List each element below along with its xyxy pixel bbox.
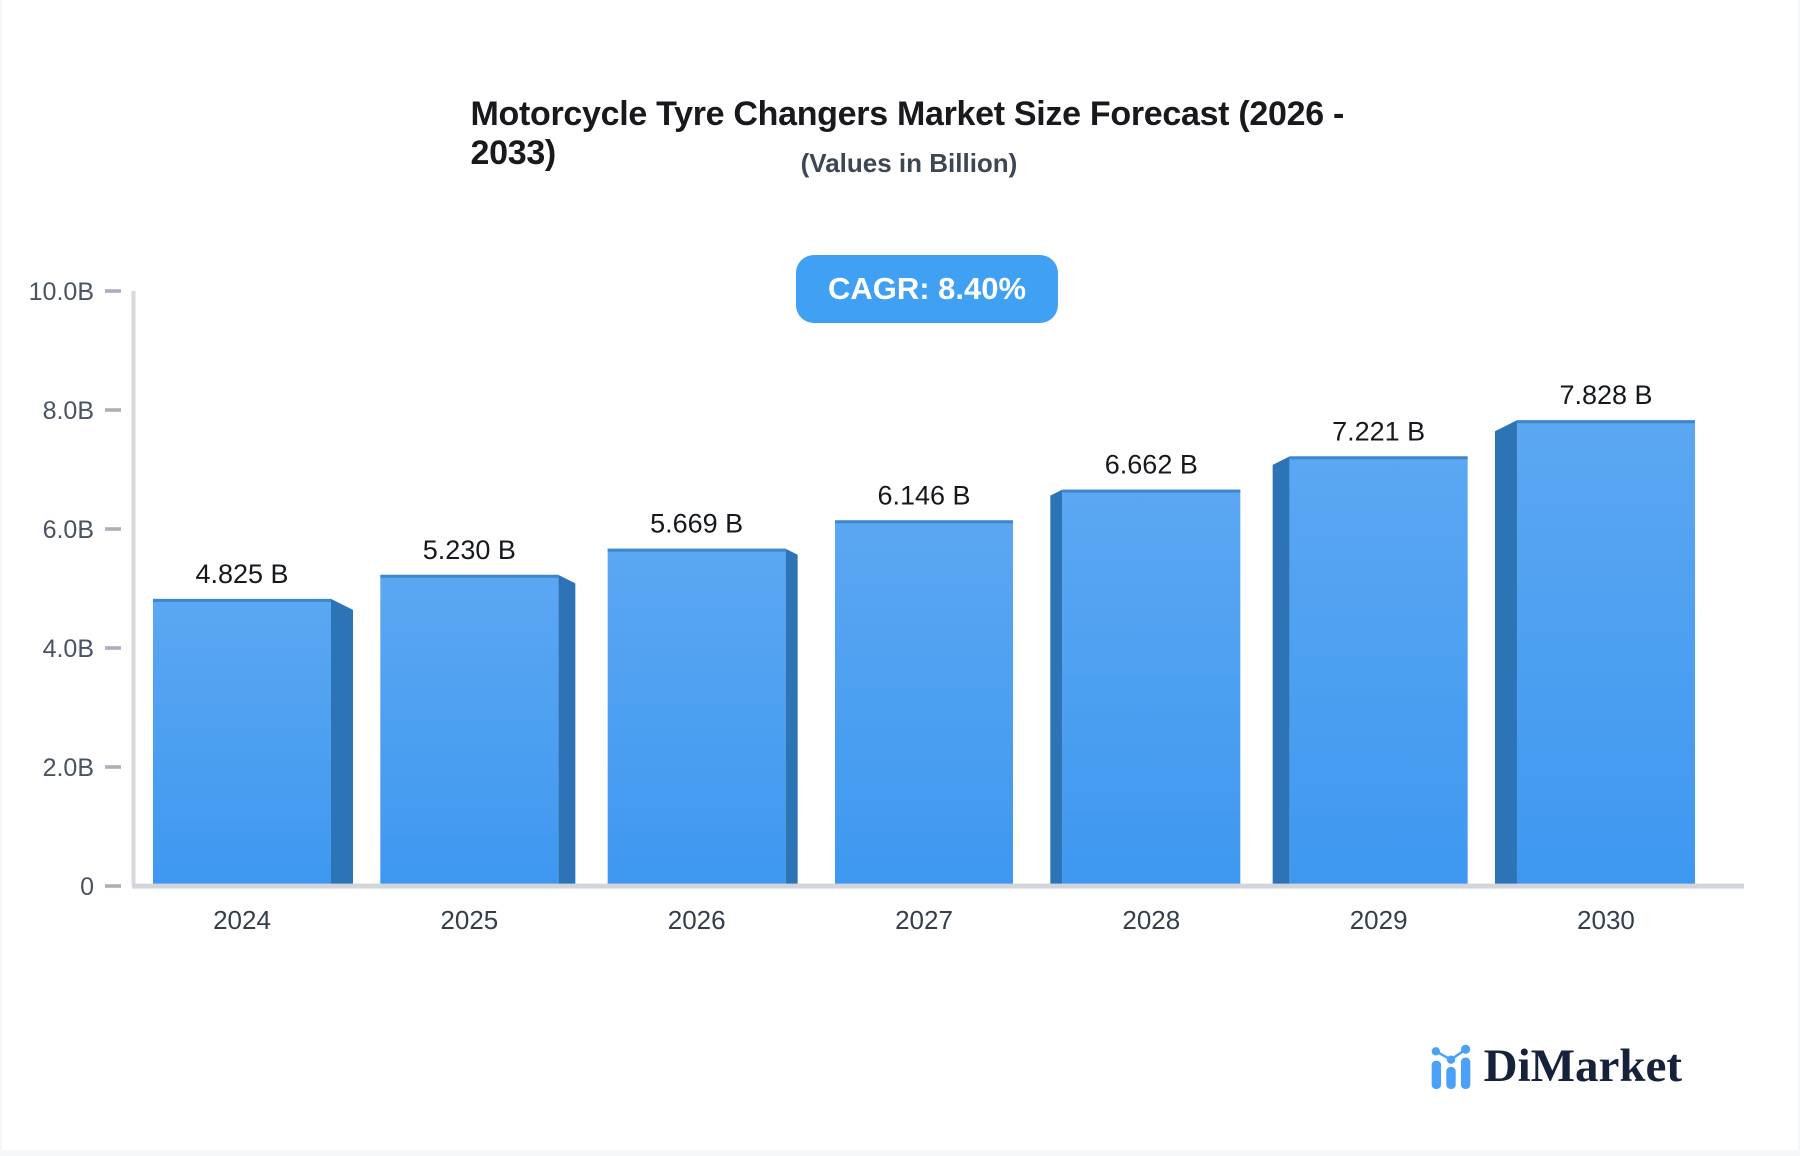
x-tick-label: 2024 bbox=[213, 905, 271, 935]
y-axis-tick bbox=[105, 765, 121, 769]
bar-front-face bbox=[1062, 489, 1241, 886]
y-axis-tick bbox=[105, 289, 121, 293]
y-tick-label: 2.0B bbox=[43, 754, 94, 782]
x-tick-label: 2026 bbox=[668, 905, 726, 935]
bar-top-edge bbox=[1062, 489, 1241, 493]
x-axis-baseline bbox=[132, 883, 1744, 889]
x-tick-label: 2030 bbox=[1577, 905, 1635, 935]
bar-front-face bbox=[1516, 420, 1695, 886]
y-tick-label: 8.0B bbox=[43, 397, 94, 425]
bar-value-label: 4.825 B bbox=[195, 559, 288, 589]
y-axis-tick bbox=[105, 527, 121, 531]
bar-side-face bbox=[558, 574, 576, 886]
bar-top-edge bbox=[380, 574, 559, 578]
cagr-badge-label: CAGR: 8.40% bbox=[827, 271, 1027, 306]
bar-value-label: 5.230 B bbox=[423, 535, 516, 565]
bar-side-face bbox=[785, 548, 798, 886]
bar-2027[interactable] bbox=[834, 520, 1013, 886]
y-axis-tick bbox=[105, 408, 121, 412]
bar-front-face bbox=[1289, 456, 1468, 886]
brand-logo: DiMarket bbox=[1431, 1043, 1682, 1090]
bar-2030[interactable] bbox=[1494, 420, 1695, 886]
bar-front-face bbox=[380, 574, 559, 886]
bar-side-face bbox=[1272, 456, 1290, 886]
bar-value-label: 7.828 B bbox=[1559, 380, 1652, 410]
y-tick-label: 4.0B bbox=[43, 635, 94, 663]
bar-front-face bbox=[834, 520, 1013, 886]
bar-top-edge bbox=[1289, 456, 1468, 460]
mini-bar-chart-with-dots-icon bbox=[1431, 1044, 1470, 1089]
bar-top-edge bbox=[834, 520, 1013, 524]
bar-2025[interactable] bbox=[380, 574, 576, 886]
brand-name: DiMarket bbox=[1483, 1040, 1682, 1092]
bar-2026[interactable] bbox=[607, 548, 798, 886]
bar-2024[interactable] bbox=[153, 598, 353, 886]
bar-2029[interactable] bbox=[1272, 456, 1468, 886]
cagr-badge: CAGR: 8.40% bbox=[795, 255, 1059, 323]
bar-top-edge bbox=[607, 548, 786, 552]
y-axis-tick bbox=[105, 884, 121, 888]
bar-side-face bbox=[1050, 489, 1063, 886]
bar-top-edge bbox=[153, 598, 331, 602]
y-tick-label: 0 bbox=[80, 873, 94, 901]
bar-front-face bbox=[607, 548, 786, 886]
bar-value-label: 5.669 B bbox=[650, 509, 743, 539]
bar-value-label: 7.221 B bbox=[1332, 416, 1425, 446]
x-tick-label: 2027 bbox=[895, 905, 953, 935]
y-axis-line bbox=[131, 291, 136, 886]
bar-top-edge bbox=[1516, 420, 1695, 424]
x-tick-label: 2029 bbox=[1350, 905, 1408, 935]
y-tick-label: 10.0B bbox=[29, 278, 94, 306]
x-tick-label: 2028 bbox=[1122, 905, 1180, 935]
bar-side-face bbox=[1494, 420, 1517, 886]
bar-side-face bbox=[331, 598, 353, 886]
bar-value-label: 6.662 B bbox=[1105, 450, 1198, 480]
y-tick-label: 6.0B bbox=[43, 516, 94, 544]
bar-front-face bbox=[153, 598, 331, 886]
chart-title: Motorcycle Tyre Changers Market Size For… bbox=[470, 95, 1345, 172]
bar-value-label: 6.146 B bbox=[877, 480, 970, 510]
y-axis-tick bbox=[105, 646, 121, 650]
x-tick-label: 2025 bbox=[440, 905, 498, 935]
chart-subtitle: (Values in Billion) bbox=[800, 148, 1018, 178]
bar-2028[interactable] bbox=[1050, 489, 1241, 886]
